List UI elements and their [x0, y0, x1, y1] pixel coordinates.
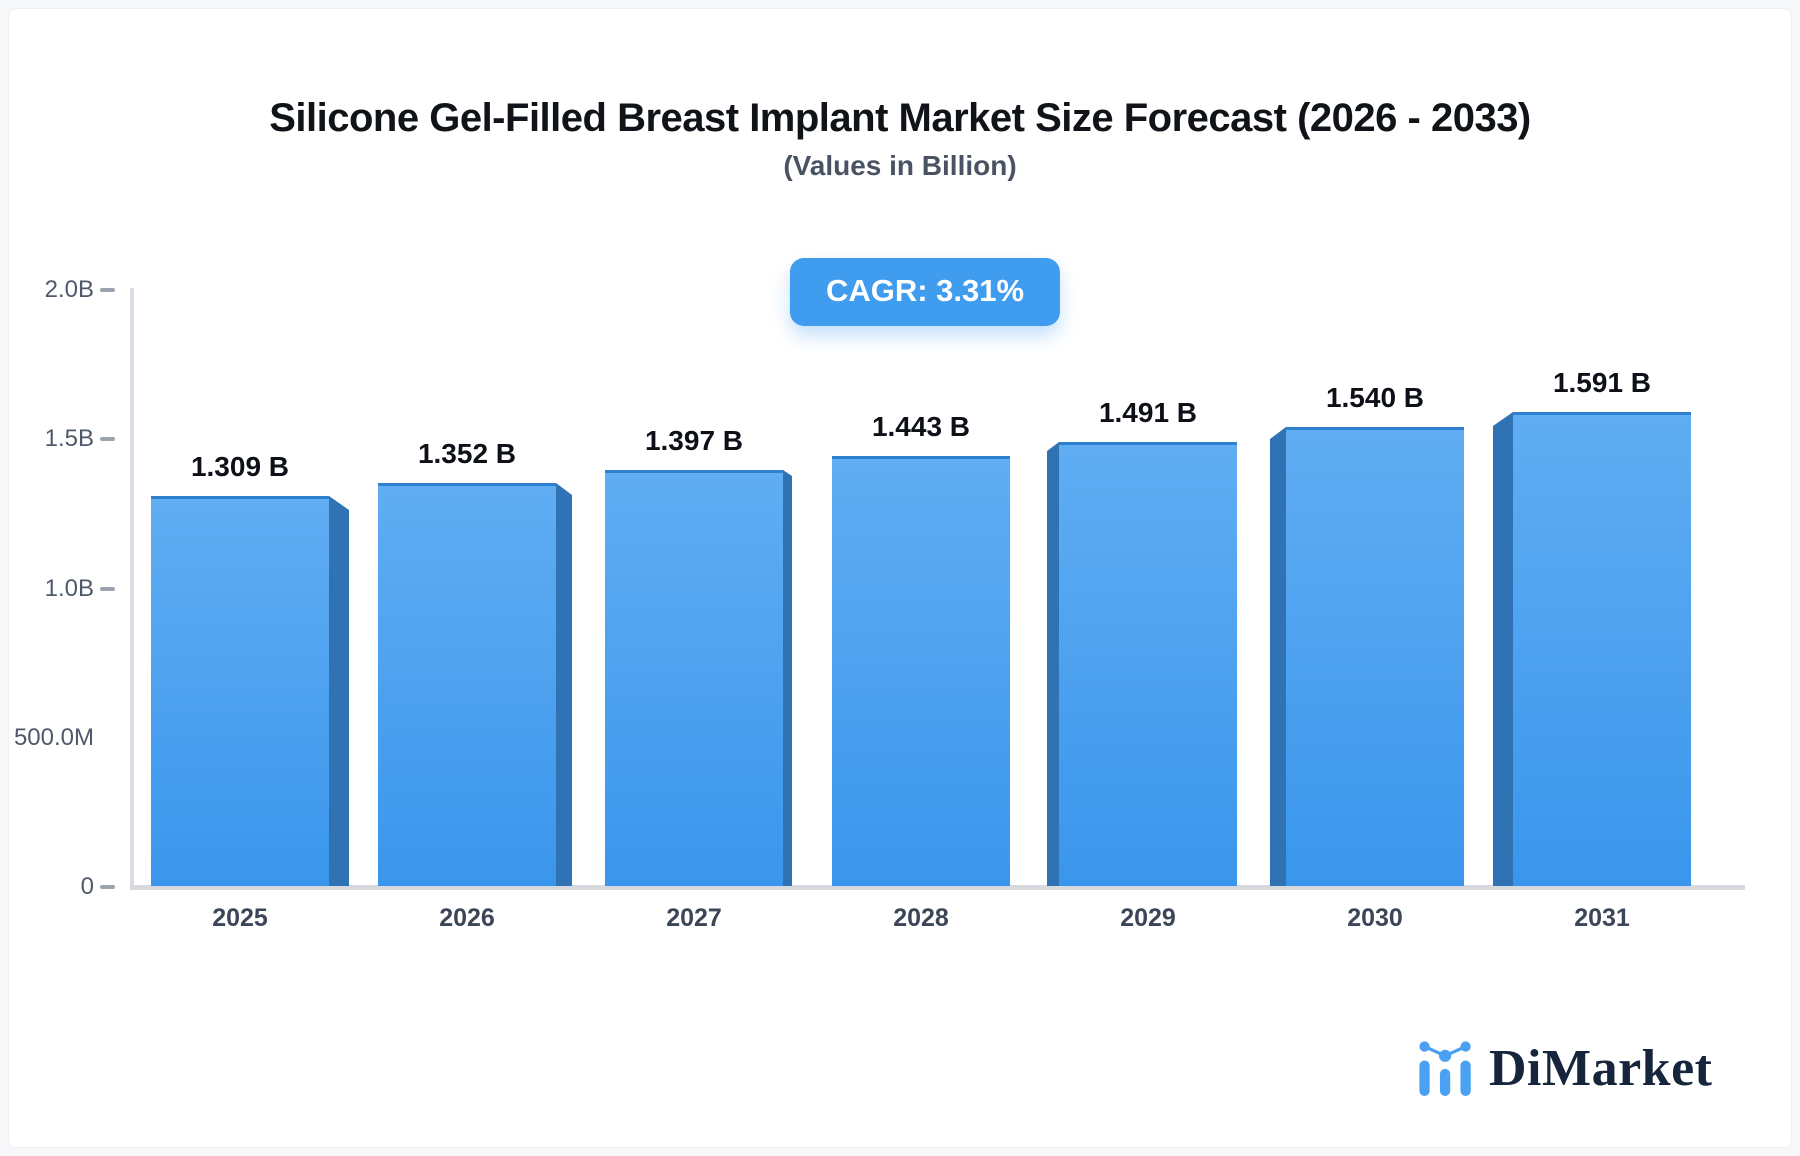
bar[interactable]: [1286, 427, 1464, 886]
x-axis-label: 2029: [1120, 904, 1176, 932]
x-axis-label: 2026: [439, 904, 495, 932]
logo-text: DiMarket: [1489, 1039, 1713, 1097]
x-axis-label: 2027: [666, 904, 722, 932]
y-axis-tick: [100, 437, 115, 442]
bar[interactable]: [605, 470, 783, 886]
bar-side: [329, 496, 349, 886]
y-axis-label: 1.5B: [44, 425, 94, 453]
y-axis-tick: [100, 885, 115, 889]
bar-side: [1047, 442, 1059, 886]
bar[interactable]: [378, 483, 556, 886]
bar[interactable]: [1059, 442, 1237, 886]
bar-side: [783, 470, 792, 886]
bar[interactable]: [1513, 412, 1691, 886]
bar-side: [556, 483, 572, 886]
bar-side: [1493, 412, 1513, 886]
x-axis-line: [130, 885, 1745, 890]
chart-subtitle: (Values in Billion): [783, 150, 1017, 181]
bar-chart-trend-icon: [1419, 1041, 1471, 1096]
y-axis-line: [130, 288, 134, 889]
bar-side: [1270, 427, 1286, 886]
bar-value-label: 1.352 B: [417, 438, 517, 469]
bar-value-label: 1.397 B: [644, 425, 744, 456]
bar-value-label: 1.443 B: [871, 411, 971, 442]
y-axis-label: 0: [80, 873, 94, 900]
logo: DiMarket: [1418, 1038, 1712, 1098]
y-axis-label: 1.0B: [44, 574, 94, 602]
x-axis-label: 2028: [893, 904, 949, 932]
y-axis-tick: [100, 586, 115, 591]
chart-title: Silicone Gel-Filled Breast Implant Marke…: [269, 96, 1531, 140]
bar[interactable]: [832, 456, 1010, 886]
x-axis-label: 2030: [1347, 904, 1403, 932]
y-axis-tick: [100, 288, 115, 292]
cagr-badge[interactable]: CAGR: 3.31%: [789, 258, 1061, 326]
x-axis-label: 2025: [212, 904, 268, 932]
y-axis-label: 500.0M: [13, 723, 94, 751]
bar-value-label: 1.591 B: [1552, 367, 1652, 398]
x-axis-label: 2031: [1574, 904, 1630, 932]
y-axis-label: 2.0B: [44, 276, 94, 303]
bar-value-label: 1.491 B: [1098, 397, 1198, 428]
bar-value-label: 1.309 B: [190, 451, 290, 482]
bar[interactable]: [151, 496, 329, 886]
bar-value-label: 1.540 B: [1325, 382, 1425, 413]
